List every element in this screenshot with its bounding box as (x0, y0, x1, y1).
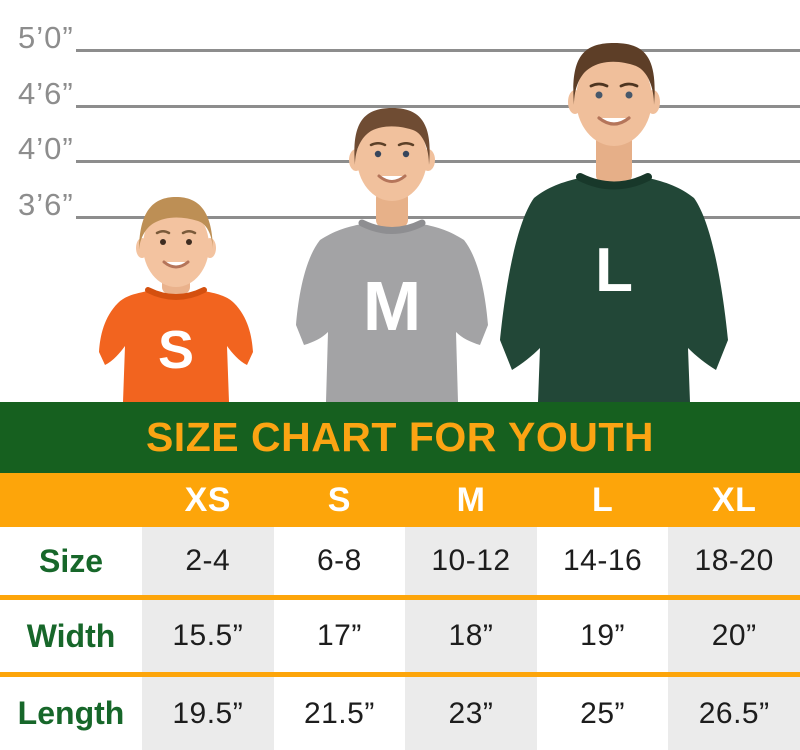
hair (354, 108, 430, 165)
row-label-width: Width (26, 617, 116, 654)
height-label-5ft0: 5’0” (18, 20, 74, 55)
face (576, 52, 652, 146)
youth-model-medium: M (296, 108, 488, 402)
tshirt-medium (296, 224, 488, 402)
tshirt-small (99, 291, 253, 402)
cell-length-m: 23” (405, 677, 537, 750)
table-row-length: Length 19.5” 21.5” 23” 25” 26.5” (0, 677, 800, 750)
tshirt-collar (576, 173, 652, 190)
cell-width-xl: 20” (668, 600, 800, 672)
shirt-letter-m: M (363, 267, 421, 345)
eye (625, 91, 633, 99)
cell-length-xs: 19.5” (142, 677, 274, 750)
size-chart-table: XS S M L XL Size 2-4 6-8 10-12 14-16 18-… (0, 473, 800, 750)
face (143, 205, 209, 287)
smile (162, 260, 190, 269)
youth-model-small: S (99, 197, 253, 402)
cell-size-xs: 2-4 (142, 527, 274, 595)
row-divider (0, 672, 800, 677)
height-label-4ft6: 4’6” (18, 76, 74, 111)
table-header-row: XS S M L XL (0, 473, 800, 527)
cell-length-s: 21.5” (303, 696, 375, 730)
eyebrow (619, 82, 639, 88)
height-line-4ft6 (76, 105, 800, 108)
column-header-s: S (327, 480, 351, 519)
row-divider (0, 595, 800, 600)
cell-width-s: 17” (316, 619, 362, 652)
eyebrow (369, 142, 387, 147)
eyebrow (181, 230, 197, 235)
height-line-3ft6 (76, 216, 800, 219)
column-header-xl: XL (711, 480, 757, 519)
column-header-m: M (456, 480, 486, 519)
face (357, 115, 427, 201)
hair (573, 43, 655, 105)
row-label-size: Size (38, 542, 104, 579)
cell-size-xl: 18-20 (668, 527, 800, 595)
eye (374, 150, 382, 158)
youth-model-large: L (500, 43, 728, 402)
eyebrow (589, 82, 609, 88)
smile (597, 116, 631, 126)
column-header-xs: XS (184, 480, 231, 519)
eyebrow (397, 142, 415, 147)
height-line-5ft0 (76, 49, 800, 52)
tshirt-collar (358, 219, 426, 234)
cell-width-l: 19” (580, 619, 625, 652)
height-label-3ft6: 3’6” (18, 187, 74, 222)
title-banner: SIZE CHART FOR YOUTH (0, 402, 800, 473)
cell-size-l: 14-16 (562, 544, 643, 577)
column-header-l: L (591, 480, 614, 519)
youth-models-photo: S M (99, 43, 728, 402)
height-label-4ft0: 4’0” (18, 131, 74, 166)
height-line-4ft0 (76, 160, 800, 163)
eye (402, 150, 410, 158)
cell-width-m: 18” (405, 600, 537, 672)
shirt-letter-s: S (158, 320, 194, 380)
chart-title: SIZE CHART FOR YOUTH (145, 414, 655, 460)
cell-size-s: 6-8 (316, 544, 362, 577)
eyebrow (155, 230, 171, 235)
eye (160, 239, 166, 245)
shirt-letter-l: L (595, 236, 633, 305)
smile (377, 174, 407, 183)
header-spacer (0, 473, 142, 527)
eye (186, 239, 192, 245)
table-row-width: Width 15.5” 17” 18” 19” 20” (0, 600, 800, 672)
tshirt-large (500, 178, 728, 402)
neck (596, 132, 632, 184)
table-row-size: Size 2-4 6-8 10-12 14-16 18-20 (0, 527, 800, 595)
hair (139, 197, 213, 252)
eye (595, 91, 603, 99)
row-label-length: Length (17, 695, 125, 731)
cell-length-xl: 26.5” (668, 677, 800, 750)
cell-size-m: 10-12 (405, 527, 537, 595)
tshirt-collar (145, 287, 207, 300)
cell-length-l: 25” (580, 696, 625, 730)
cell-width-xs: 15.5” (142, 600, 274, 672)
